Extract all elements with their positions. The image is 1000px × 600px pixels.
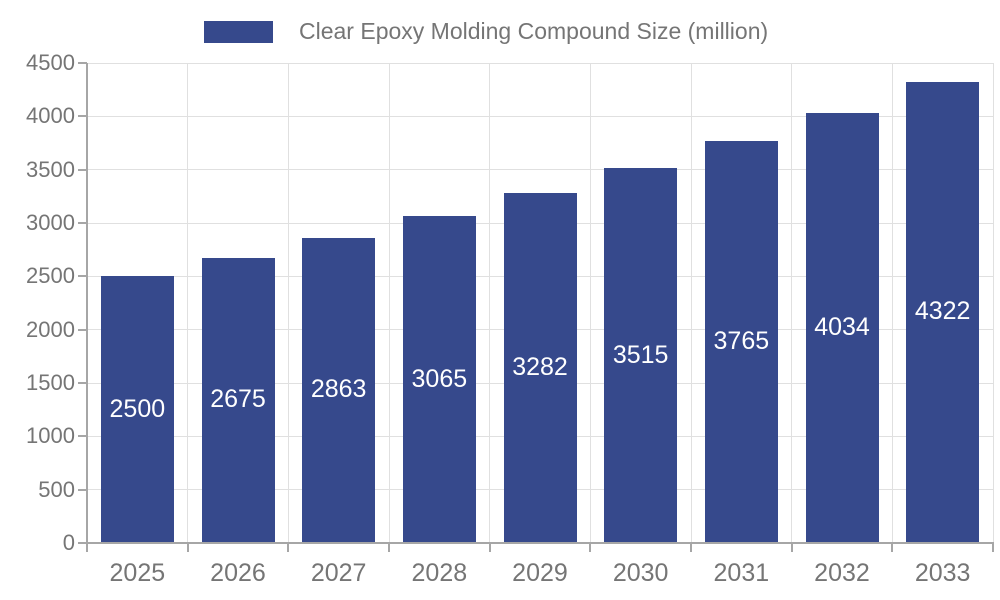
x-tick-label: 2026: [210, 559, 266, 587]
y-tick-label: 2500: [26, 263, 75, 289]
x-tick-label: 2031: [713, 559, 770, 587]
x-axis-tick: [488, 543, 491, 552]
y-axis-tick: [78, 382, 87, 384]
y-axis-tick: [78, 435, 87, 438]
gridline-horizontal: [87, 169, 993, 171]
y-axis-tick: [78, 222, 87, 224]
bar-value-label: 3515: [612, 340, 669, 369]
bar-value-label: 2500: [109, 394, 166, 423]
bar-value-label: 3065: [411, 364, 468, 393]
gridline-vertical: [992, 63, 994, 543]
y-axis-line: [86, 63, 88, 544]
x-axis-tick: [186, 543, 189, 552]
legend-label: Clear Epoxy Molding Compound Size (milli…: [299, 18, 769, 44]
bar-value-label: 2863: [310, 375, 367, 404]
x-axis-tick: [287, 543, 290, 552]
bar: [201, 257, 275, 542]
y-axis-tick: [78, 488, 87, 491]
chart-legend: Clear Epoxy Molding Compound Size (milli…: [204, 18, 768, 45]
bar: [402, 216, 476, 542]
bar: [503, 192, 577, 542]
gridline-vertical: [589, 63, 591, 543]
x-tick-label: 2032: [814, 559, 870, 587]
bar: [906, 81, 980, 542]
x-tick-label: 2028: [411, 559, 468, 587]
bar: [805, 112, 879, 542]
bar: [100, 276, 174, 542]
y-tick-label: 500: [38, 476, 75, 502]
gridline-horizontal: [87, 115, 993, 117]
y-tick-label: 1500: [26, 370, 75, 395]
gridline-vertical: [891, 63, 893, 543]
x-axis-tick: [86, 543, 88, 552]
x-axis-tick: [790, 543, 793, 552]
x-tick-label: 2033: [914, 559, 971, 587]
gridline-vertical: [489, 63, 491, 543]
bar-value-label: 4034: [814, 312, 870, 341]
y-axis-tick: [78, 328, 87, 331]
x-axis-tick: [690, 543, 692, 552]
bar-value-label: 3282: [512, 352, 568, 381]
y-axis-tick: [78, 115, 87, 118]
bar-value-label: 2675: [210, 385, 266, 414]
gridline-vertical: [388, 63, 390, 543]
y-tick-label: 2000: [26, 316, 75, 342]
y-axis-tick: [78, 542, 87, 544]
x-axis-tick: [589, 543, 592, 552]
y-axis-tick: [78, 62, 87, 64]
x-axis-tick: [388, 543, 390, 552]
y-tick-label: 4000: [26, 103, 75, 129]
x-axis-line: [86, 542, 994, 544]
bar: [704, 141, 778, 542]
y-tick-label: 3500: [26, 156, 75, 182]
y-tick-label: 0: [62, 530, 75, 555]
legend-swatch: [204, 20, 273, 43]
y-tick-label: 1000: [26, 423, 75, 449]
y-tick-label: 3000: [26, 210, 75, 235]
x-axis-tick: [891, 543, 894, 552]
gridline-vertical: [791, 63, 793, 543]
y-axis-tick: [78, 168, 87, 171]
gridline-vertical: [690, 63, 692, 543]
x-tick-label: 2030: [612, 559, 669, 587]
x-axis-tick: [992, 543, 994, 552]
x-tick-label: 2025: [109, 559, 166, 587]
y-axis-tick: [78, 275, 87, 278]
gridline-horizontal: [87, 62, 993, 64]
bar: [604, 168, 678, 542]
x-tick-label: 2029: [512, 559, 568, 587]
x-tick-label: 2027: [310, 559, 367, 587]
gridline-vertical: [287, 63, 289, 543]
bar: [302, 237, 376, 542]
y-tick-label: 4500: [26, 50, 75, 75]
gridline-vertical: [187, 63, 189, 543]
bar-value-label: 3765: [713, 327, 770, 356]
bar-value-label: 4322: [914, 297, 971, 326]
